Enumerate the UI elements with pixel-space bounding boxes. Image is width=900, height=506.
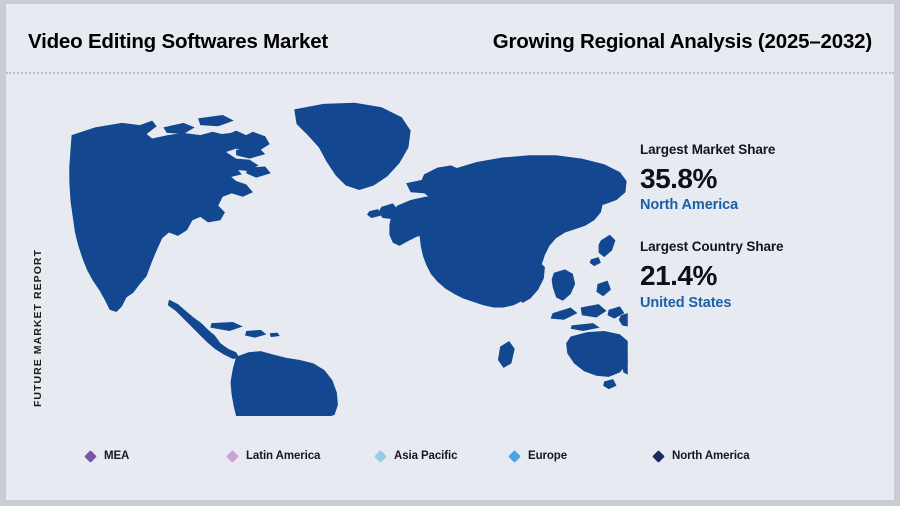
page-title: Video Editing Softwares Market (28, 30, 329, 53)
stat-region: North America (640, 197, 739, 214)
stat-label: Largest Market Share (640, 142, 776, 157)
region-greenland (294, 102, 411, 190)
region-british-isles (378, 203, 399, 220)
region-central-america (167, 299, 240, 359)
region-arctic-islands-7 (246, 166, 271, 178)
region-alaska (69, 162, 107, 182)
diamond-marker-icon (226, 449, 239, 463)
legend-item-europe: Europe (508, 449, 568, 463)
stat-largest-country-share: Largest Country Share 21.4% United State… (640, 239, 880, 310)
legend-label: MEA (104, 450, 130, 462)
region-arctic-islands-8 (221, 168, 242, 178)
region-south-america (230, 351, 338, 416)
region-arctic-islands-4 (210, 132, 240, 145)
map-landmasses (69, 102, 628, 416)
diamond-marker-icon (652, 449, 665, 463)
region-sulawesi (607, 306, 625, 319)
legend-item-asia-pacific: Asia Pacific (374, 449, 458, 463)
region-north-america (69, 120, 270, 312)
region-borneo (580, 304, 607, 318)
legend-item-north-america: North America (652, 449, 750, 463)
stat-largest-market-share: Largest Market Share 35.8% North America (640, 142, 880, 213)
diamond-marker-icon (374, 449, 387, 463)
region-russia-siberia (448, 155, 627, 229)
legend-label: North America (672, 450, 750, 462)
region-new-guinea (618, 313, 628, 327)
region-europe (389, 195, 469, 246)
region-southeast-asia (551, 269, 576, 301)
legend-label: Latin America (246, 450, 321, 462)
region-arctic-islands-2 (198, 115, 234, 127)
region-philippines (596, 280, 611, 297)
stat-region: United States (640, 294, 732, 311)
world-map-svg (69, 102, 628, 416)
diamond-marker-icon (84, 449, 97, 463)
region-java (570, 323, 600, 331)
region-arctic-islands-1 (163, 122, 195, 135)
region-arctic-islands-5 (236, 147, 266, 159)
legend-item-mea: MEA (84, 449, 130, 463)
stat-label: Largest Country Share (640, 239, 784, 255)
region-tasmania (603, 379, 617, 390)
header: Video Editing Softwares Market Growing R… (6, 4, 894, 70)
header-divider (6, 72, 894, 74)
stats-panel: Largest Market Share 35.8% North America… (640, 142, 880, 311)
stat-value: 21.4% (640, 260, 717, 292)
region-japan-south (589, 257, 601, 267)
diamond-marker-icon (508, 449, 521, 463)
legend-label: Europe (528, 450, 568, 462)
region-arctic-islands-6 (205, 153, 229, 163)
map-legend: MEA Latin America Asia Pacific Europe No… (84, 444, 786, 474)
region-japan (598, 234, 616, 258)
region-arctic-islands-3 (177, 138, 208, 149)
region-kamchatka (601, 175, 624, 198)
header-subtitle: Growing Regional Analysis (2025–2032) (492, 30, 872, 53)
region-cuba (210, 322, 243, 331)
region-australia (566, 330, 628, 377)
region-hispaniola (245, 329, 267, 338)
brand-watermark: FUTURE MARKET REPORT (32, 248, 44, 408)
world-map (68, 96, 628, 416)
legend-item-latin-america: Latin America (226, 449, 321, 463)
region-india (512, 259, 545, 303)
legend-label: Asia Pacific (394, 450, 458, 462)
stat-value: 35.8% (640, 163, 717, 194)
region-puerto-rico (269, 332, 280, 338)
region-new-zealand-north (622, 358, 628, 375)
infographic-poster: Video Editing Softwares Market Growing R… (6, 4, 894, 500)
region-ireland (367, 209, 381, 218)
region-sumatra (550, 307, 578, 320)
region-madagascar (497, 341, 515, 368)
